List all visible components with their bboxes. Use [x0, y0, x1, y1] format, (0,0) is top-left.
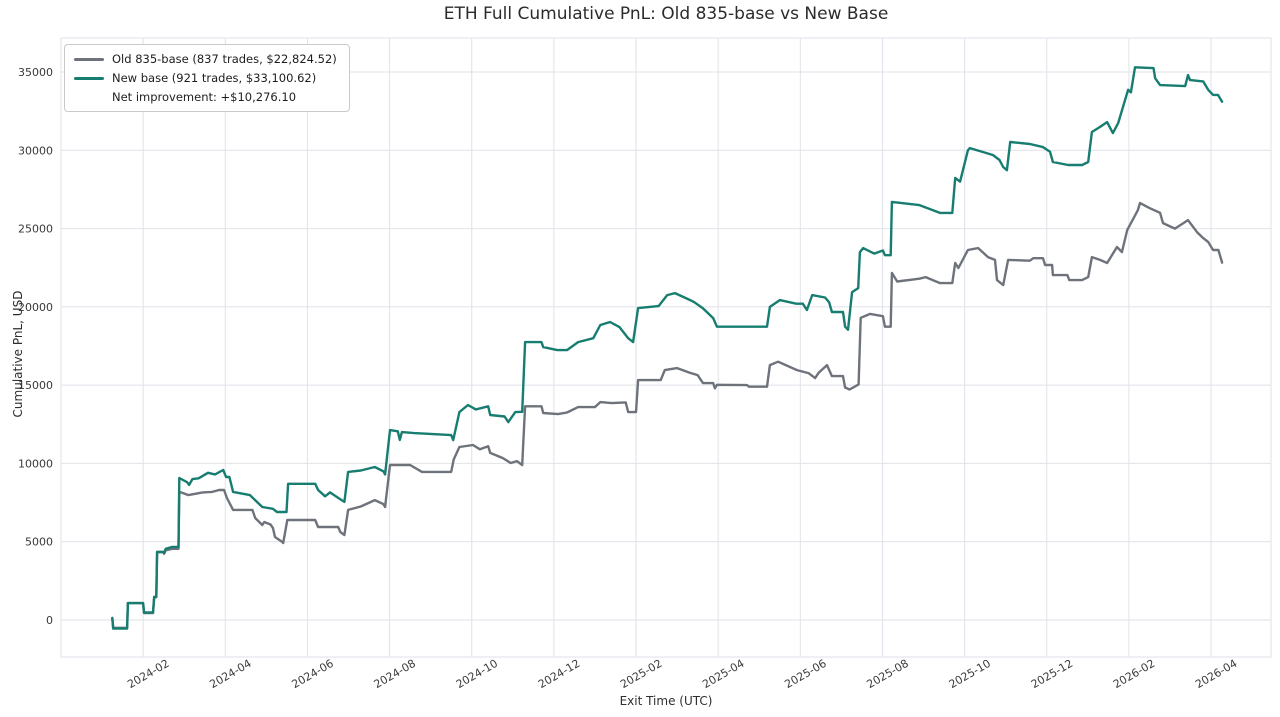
legend-label-old: Old 835-base (837 trades, $22,824.52): [112, 52, 337, 66]
legend-item-net-improvement: Net improvement: +$10,276.10: [74, 90, 337, 104]
series-old-835-base-line: [111, 201, 1224, 629]
chart-title: ETH Full Cumulative PnL: Old 835-base vs…: [443, 4, 889, 24]
legend-swatch-old: [74, 57, 104, 61]
series-new-base-line: [111, 66, 1224, 630]
y-tick-label: 20000: [18, 301, 53, 314]
x-tick-label: 2024-06: [290, 657, 336, 691]
x-tick-label: 2024-02: [125, 657, 171, 691]
y-axis-label: Cumulative PnL, USD: [11, 290, 25, 418]
y-tick-label: 30000: [18, 144, 53, 157]
x-tick-label: 2025-02: [618, 657, 664, 691]
y-tick-label: 25000: [18, 223, 53, 236]
legend-label-net-improvement: Net improvement: +$10,276.10: [112, 90, 297, 104]
legend-item-old: Old 835-base (837 trades, $22,824.52): [74, 52, 337, 66]
x-tick-label: 2025-08: [865, 657, 911, 691]
x-tick-label: 2025-10: [947, 657, 993, 691]
x-tick-label: 2026-04: [1193, 657, 1239, 691]
x-tick-label: 2025-12: [1029, 657, 1075, 691]
y-tick-label: 35000: [18, 66, 53, 79]
x-tick-label: 2025-06: [782, 657, 828, 691]
legend-swatch-empty: [74, 96, 104, 99]
y-tick-label: 10000: [18, 457, 53, 470]
x-tick-label: 2024-10: [454, 657, 500, 691]
legend-label-new: New base (921 trades, $33,100.62): [112, 71, 317, 85]
x-tick-label: 2024-12: [536, 657, 582, 691]
chart-legend: Old 835-base (837 trades, $22,824.52) Ne…: [64, 44, 350, 112]
x-axis-label: Exit Time (UTC): [619, 694, 713, 708]
legend-item-new: New base (921 trades, $33,100.62): [74, 71, 337, 85]
x-tick-label: 2024-08: [372, 657, 418, 691]
x-tick-label: 2025-04: [700, 657, 746, 691]
legend-swatch-new: [74, 76, 104, 80]
y-tick-label: 5000: [25, 536, 53, 549]
x-tick-label: 2024-04: [207, 657, 253, 691]
y-tick-label: 15000: [18, 379, 53, 392]
plot-border: [60, 37, 1272, 658]
x-tick-label: 2026-02: [1111, 657, 1157, 691]
y-tick-label: 0: [46, 614, 53, 627]
